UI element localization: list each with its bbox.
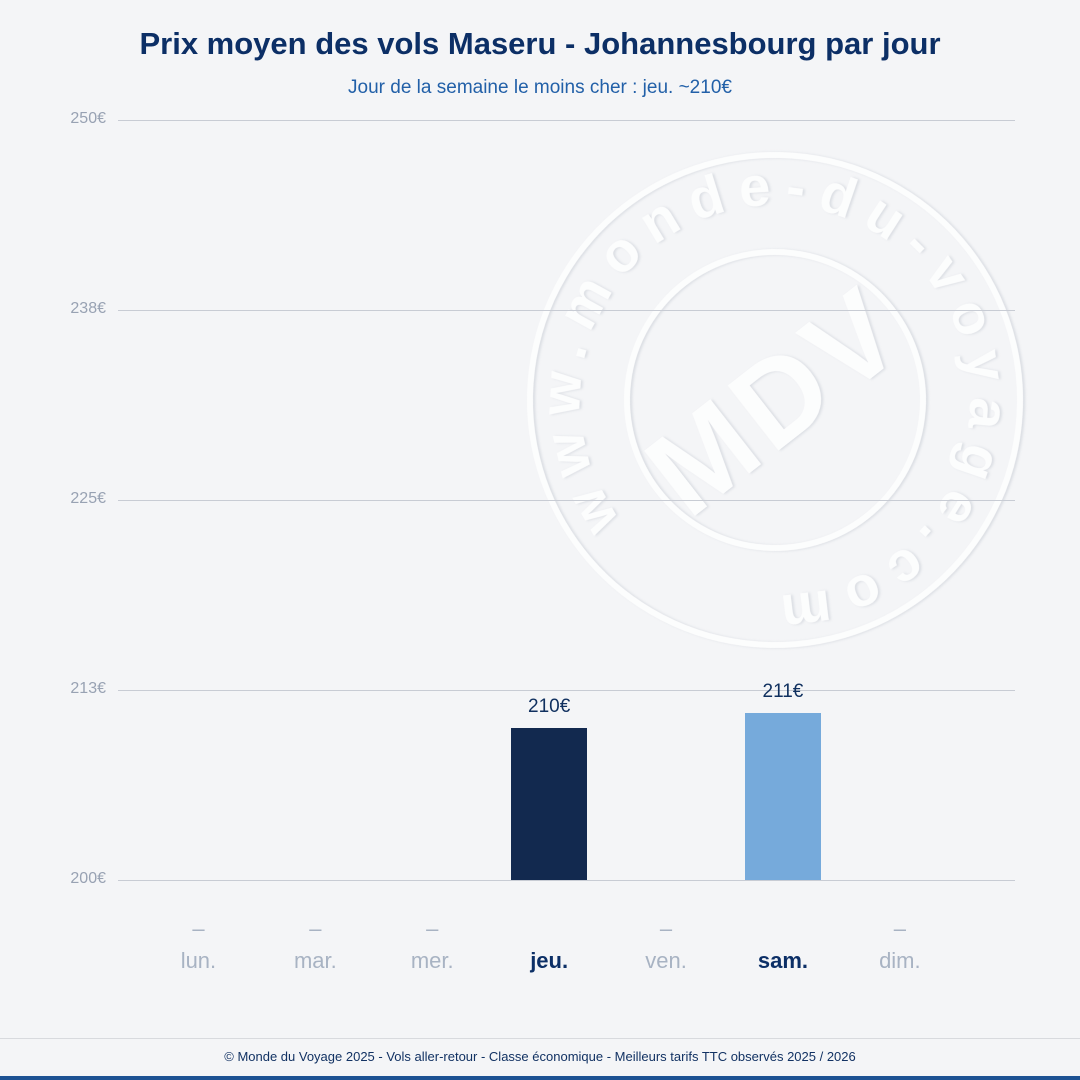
x-axis-label: jeu.	[530, 948, 569, 973]
gridline	[118, 120, 1015, 121]
x-axis-label: mer.	[410, 948, 454, 973]
gridline	[118, 500, 1015, 501]
chart-title: Prix moyen des vols Maseru - Johannesbou…	[139, 26, 941, 61]
no-data-marker: –	[309, 916, 322, 941]
no-data-marker: –	[893, 916, 906, 941]
x-axis-label: lun.	[180, 948, 217, 973]
bar	[511, 728, 588, 880]
gridline	[118, 310, 1015, 311]
y-axis-label: 250€	[70, 110, 106, 127]
y-axis-label: 238€	[70, 300, 106, 317]
bar-value-label: 210€	[528, 696, 571, 717]
x-axis-label: ven.	[645, 948, 687, 973]
y-axis-label: 225€	[70, 490, 106, 507]
no-data-marker: –	[659, 916, 673, 941]
bottom-accent-bar	[0, 1076, 1080, 1080]
footer-text: © Monde du Voyage 2025 - Vols aller-reto…	[224, 1049, 856, 1064]
y-axis-label: 200€	[70, 870, 106, 887]
gridline	[118, 880, 1015, 881]
y-axis-label: 213€	[70, 680, 106, 697]
x-axis-label: dim.	[879, 948, 921, 973]
footer-divider	[0, 1038, 1080, 1039]
bar	[744, 712, 821, 880]
x-axis-label: sam.	[757, 948, 809, 973]
no-data-marker: –	[426, 916, 439, 941]
no-data-marker: –	[192, 916, 205, 941]
gridline	[118, 690, 1015, 691]
x-axis-label: mar.	[293, 948, 337, 973]
chart-subtitle: Jour de la semaine le moins cher : jeu. …	[348, 77, 732, 98]
bar-value-label: 211€	[762, 680, 804, 702]
